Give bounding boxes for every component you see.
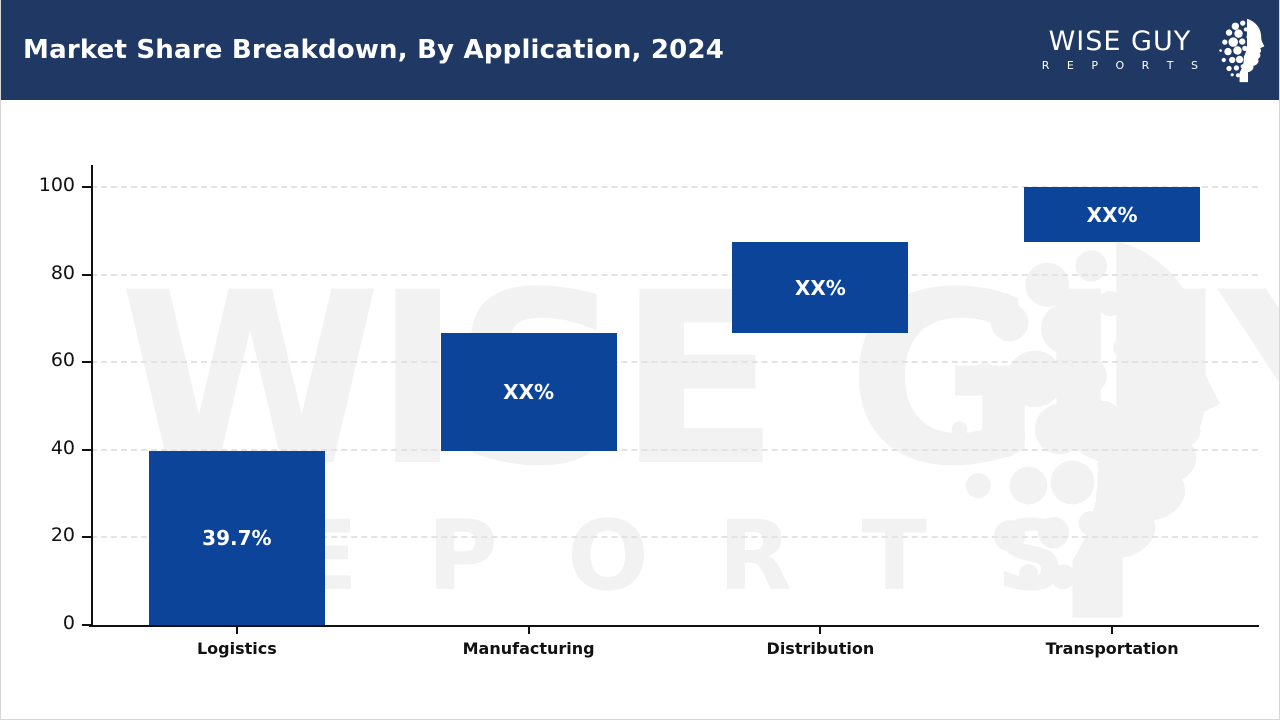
logo-text: WISE GUY R E P O R T S bbox=[1035, 28, 1205, 72]
y-tick-label-0: 0 bbox=[62, 612, 75, 634]
header-bar: Market Share Breakdown, By Application, … bbox=[1, 0, 1279, 100]
bar-manufacturing: XX% bbox=[440, 333, 617, 452]
x-axis-line bbox=[89, 625, 1259, 627]
x-category-label-transportation: Transportation bbox=[1045, 639, 1179, 658]
gridline-60 bbox=[91, 361, 1258, 364]
y-tick-label-100: 100 bbox=[38, 174, 75, 196]
logo-subtitle: R E P O R T S bbox=[1041, 59, 1205, 72]
dotted-head-icon bbox=[1219, 18, 1265, 83]
y-tick-label-80: 80 bbox=[50, 261, 75, 284]
logo-wordmark: WISE GUY bbox=[1048, 26, 1192, 57]
y-tick-mark-100 bbox=[82, 186, 91, 188]
bar-value-label: XX% bbox=[503, 380, 555, 405]
bar-value-label: XX% bbox=[1086, 202, 1138, 227]
gridline-100 bbox=[91, 186, 1258, 188]
gridline-40 bbox=[91, 448, 1258, 451]
y-tick-mark-60 bbox=[82, 361, 91, 364]
y-tick-label-20: 20 bbox=[50, 524, 75, 547]
x-tick-mark-manufacturing bbox=[527, 627, 530, 634]
bar-distribution: XX% bbox=[732, 242, 909, 334]
watermark-head-icon bbox=[951, 240, 1220, 618]
x-category-label-distribution: Distribution bbox=[766, 639, 875, 658]
y-tick-mark-40 bbox=[82, 448, 91, 451]
x-tick-mark-logistics bbox=[235, 627, 238, 634]
x-tick-mark-transportation bbox=[1111, 627, 1114, 634]
gridline-80 bbox=[91, 273, 1258, 276]
x-category-label-logistics: Logistics bbox=[196, 639, 277, 658]
page-title: Market Share Breakdown, By Application, … bbox=[23, 35, 725, 65]
wise-guy-reports-logo: WISE GUY R E P O R T S bbox=[1035, 9, 1267, 91]
bar-value-label: 39.7% bbox=[202, 526, 272, 551]
bar-logistics: 39.7% bbox=[148, 451, 325, 625]
y-tick-mark-20 bbox=[82, 536, 91, 539]
y-tick-label-60: 60 bbox=[50, 349, 75, 372]
bar-value-label: XX% bbox=[794, 275, 846, 300]
y-tick-mark-0 bbox=[82, 624, 91, 626]
y-axis-line bbox=[91, 165, 93, 625]
y-tick-label-40: 40 bbox=[50, 436, 75, 459]
x-tick-mark-distribution bbox=[819, 627, 822, 634]
gridline-20 bbox=[91, 536, 1258, 539]
bar-transportation: XX% bbox=[1024, 187, 1201, 243]
y-tick-mark-80 bbox=[82, 273, 91, 276]
x-category-label-manufacturing: Manufacturing bbox=[462, 639, 595, 658]
